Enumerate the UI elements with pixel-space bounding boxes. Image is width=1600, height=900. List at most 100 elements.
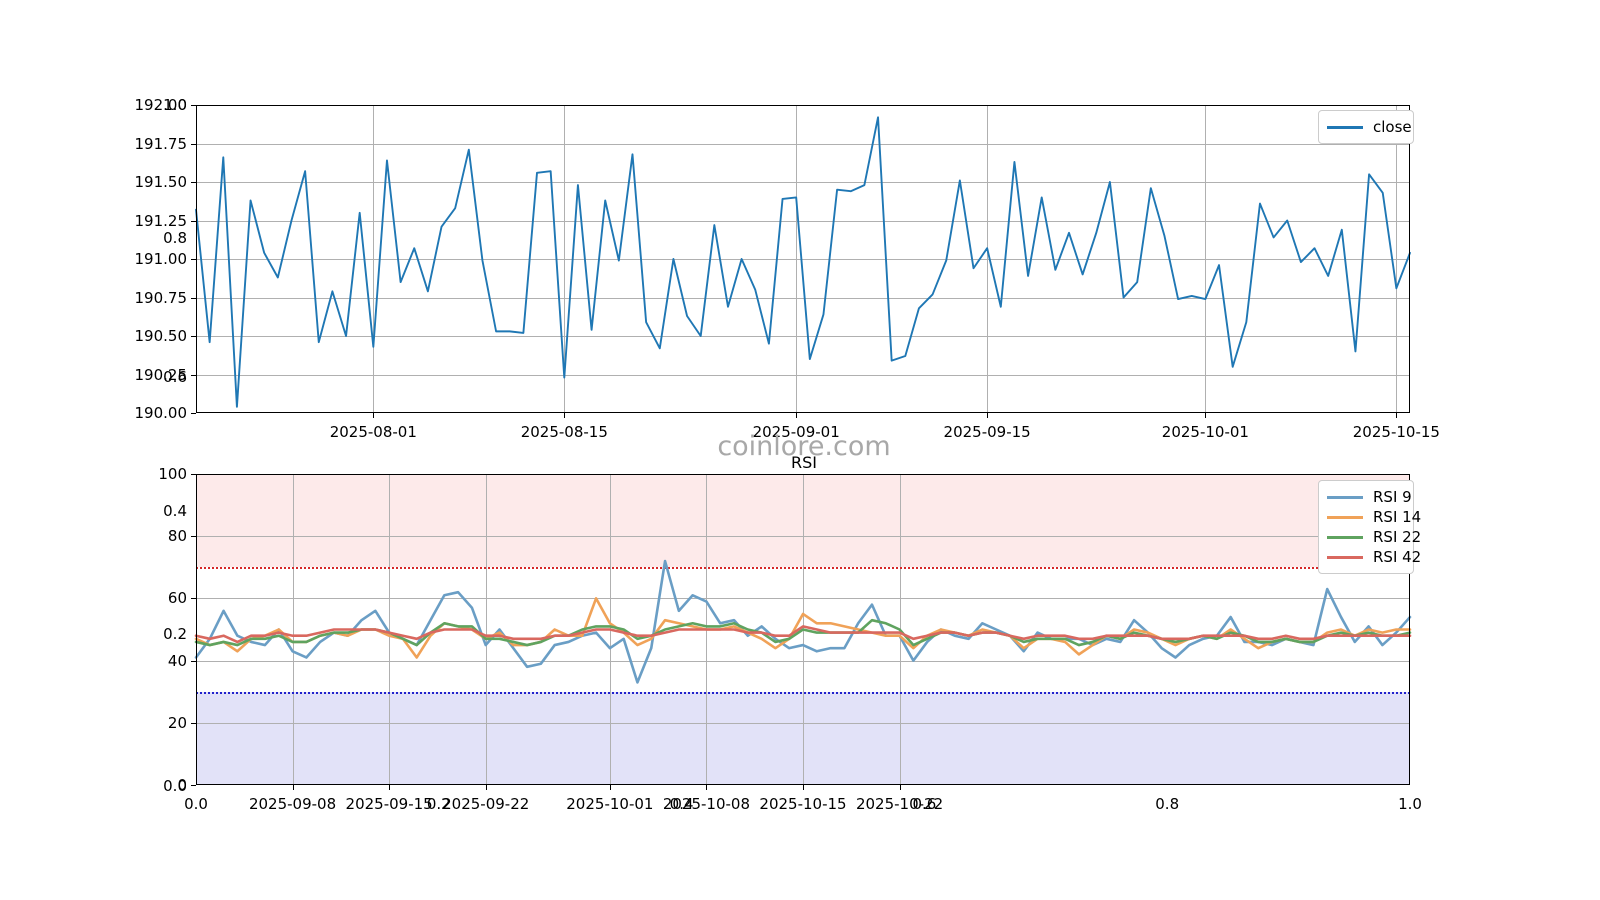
legend-swatch-rsi-14 <box>1327 515 1363 519</box>
rsi-y-tick-label: 20 <box>167 713 187 732</box>
legend-label-rsi-22: RSI 22 <box>1373 528 1422 546</box>
price-y-tickmark <box>191 297 196 299</box>
price-y-tick-label: 190.75 <box>134 288 188 307</box>
price-y-tick-label: 191.75 <box>134 134 188 153</box>
price-gridline-h <box>196 374 1410 376</box>
rsi-x-tick-label: 2025-10-08 <box>662 795 751 813</box>
rsi-gridline-v <box>485 474 487 785</box>
price-gridline-h <box>196 297 1410 299</box>
legend-swatch-rsi-42 <box>1327 555 1363 559</box>
rsi-y-tickmark <box>191 660 196 662</box>
legend-item-rsi-22[interactable]: RSI 22 <box>1327 527 1421 547</box>
price-y-tickmark <box>191 182 196 183</box>
rsi-y-tick-label: 40 <box>167 651 187 670</box>
rsi-gridline-v <box>292 474 294 785</box>
price-gridline-v <box>373 105 375 413</box>
rsi-y-tickmark <box>191 536 196 538</box>
rsi-x-tickmark <box>609 785 611 790</box>
rsi-x-ghost-tick-label: 0.2 <box>426 795 451 813</box>
price-y-tick-label: 190.25 <box>134 365 188 384</box>
watermark-coinlore: coinlore.com <box>717 431 891 462</box>
rsi-y-tickmark <box>191 722 196 724</box>
price-x-tickmark <box>1205 413 1207 418</box>
rsi-x-ghost-tick-label: 0.8 <box>1155 795 1180 813</box>
rsi-gridline-v <box>389 474 391 785</box>
legend-swatch-rsi-22 <box>1327 535 1363 539</box>
price-gridline-h <box>196 143 1410 145</box>
legend-label-rsi-42: RSI 42 <box>1373 548 1422 566</box>
rsi-line-series <box>194 559 1412 684</box>
price-y-tickmark <box>191 220 196 222</box>
rsi-overbought-threshold-line <box>196 567 1410 570</box>
rsi-chart-panel <box>194 474 1412 785</box>
price-x-tick-label: 2025-08-01 <box>329 423 417 441</box>
price-gridline-h <box>196 220 1410 222</box>
price-gridline-v <box>987 105 989 413</box>
price-y-tick-label: 190.50 <box>134 327 188 345</box>
price-y-tick-label: 191.25 <box>134 211 188 230</box>
price-y-ghost-tick-label: 0.8 <box>163 229 187 247</box>
rsi-oversold-threshold-line <box>196 691 1410 694</box>
price-y-tickmark <box>191 105 196 106</box>
rsi-x-tickmark <box>803 785 804 790</box>
rsi-x-tickmark <box>485 785 487 790</box>
price-x-tickmark <box>987 413 989 418</box>
legend-swatch-close <box>1327 125 1363 129</box>
price-y-ghost-tick-label: 1.0 <box>163 96 187 114</box>
price-x-tickmark <box>796 413 798 418</box>
price-x-tick-label: 2025-09-15 <box>943 423 1031 441</box>
legend-item-close[interactable]: close <box>1327 117 1412 137</box>
rsi-x-ghost-tick-label: 0.0 <box>184 795 208 813</box>
rsi-y-tick-label: 100 <box>158 465 187 483</box>
rsi-x-ghost-tick-label: 0.4 <box>669 795 694 813</box>
price-gridline-v <box>1396 105 1398 413</box>
rsi-x-tickmark <box>292 785 294 790</box>
price-x-tickmark <box>373 413 375 418</box>
price-x-tick-label: 2025-09-01 <box>752 423 840 441</box>
price-x-tick-label: 2025-10-01 <box>1161 423 1249 441</box>
price-gridline-h <box>196 336 1410 337</box>
legend-item-rsi-14[interactable]: RSI 14 <box>1327 507 1421 527</box>
price-x-tickmark <box>564 413 566 418</box>
price-gridline-v <box>796 105 798 413</box>
rsi-x-tick-label: 2025-09-22 <box>442 795 530 813</box>
price-line-series <box>195 116 1411 408</box>
rsi-x-tick-label: 2025-10-15 <box>759 795 847 813</box>
rsi-x-ghost-tick-label: 0.6 <box>912 795 937 813</box>
price-y-tickmark <box>191 143 196 145</box>
rsi-y-ghost-tick-label: 0.4 <box>163 502 187 520</box>
rsi-x-ghost-tick-label: 1.0 <box>1398 795 1422 813</box>
price-y-tick-label: 192.00 <box>134 96 188 114</box>
rsi-y-ghost-tick-label: 0.0 <box>163 777 187 795</box>
price-legend[interactable]: close <box>1318 110 1414 144</box>
legend-swatch-rsi-9 <box>1327 495 1363 499</box>
price-close-line <box>195 116 1411 408</box>
rsi-x-tick-label: 2025-10-01 <box>566 795 654 813</box>
price-y-tickmark <box>191 374 196 376</box>
rsi-y-tick-label: 60 <box>167 589 187 608</box>
rsi-x-tick-label: 2025-09-08 <box>248 795 337 813</box>
price-y-tick-label: 190.00 <box>134 404 188 422</box>
rsi-x-tickmark <box>706 785 708 790</box>
rsi-x-tick-label: 2025-10-22 <box>855 795 944 813</box>
price-chart-panel <box>195 105 1411 413</box>
legend-label-rsi-9: RSI 9 <box>1373 488 1412 506</box>
rsi-line-rsi-42 <box>194 625 1412 644</box>
rsi-y-tickmark <box>191 598 196 600</box>
price-gridline-v <box>1205 105 1207 413</box>
price-y-tickmark <box>191 259 196 260</box>
legend-item-rsi-9[interactable]: RSI 9 <box>1327 487 1412 507</box>
rsi-x-tick-label: 2025-09-15 <box>345 795 433 813</box>
rsi-line-rsi-22 <box>194 618 1412 647</box>
rsi-y-tickmark <box>191 474 196 475</box>
rsi-legend[interactable]: RSI 9 RSI 14 RSI 22 RSI 42 <box>1318 480 1421 574</box>
rsi-x-tickmark <box>389 785 391 790</box>
price-x-tick-label: 2025-10-15 <box>1352 423 1440 441</box>
legend-label-rsi-14: RSI 14 <box>1373 508 1422 526</box>
rsi-x-tickmark <box>899 785 901 790</box>
rsi-y-tickmark <box>191 785 196 786</box>
legend-item-rsi-42[interactable]: RSI 42 <box>1327 547 1421 567</box>
price-y-tick-label: 191.00 <box>134 250 188 268</box>
price-y-tickmark <box>191 413 196 414</box>
